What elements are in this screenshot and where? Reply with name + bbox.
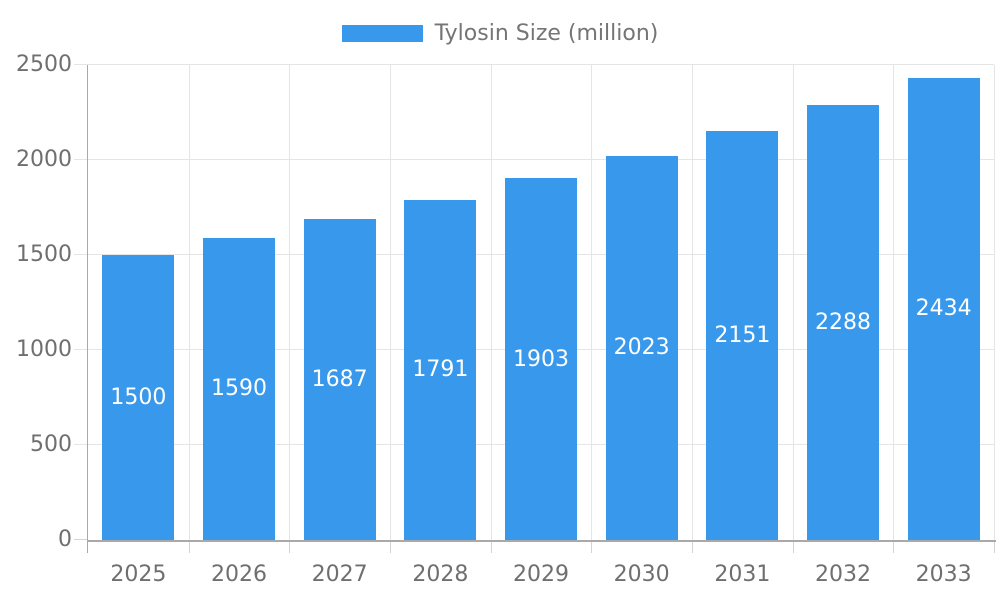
legend-label: Tylosin Size (million) <box>434 20 659 46</box>
x-axis-tick <box>390 540 391 553</box>
gridline-vertical <box>390 65 391 540</box>
y-axis-tick-label: 1500 <box>16 242 72 267</box>
x-axis-tick <box>692 540 693 553</box>
x-axis-tick-label: 2033 <box>915 562 972 587</box>
y-axis-tick-label: 2500 <box>16 52 72 77</box>
y-axis-tick-label: 2000 <box>16 147 72 172</box>
bar[interactable]: 2023 <box>605 155 678 540</box>
gridline-vertical <box>591 65 592 540</box>
bar[interactable]: 2434 <box>907 77 980 540</box>
bar[interactable]: 1903 <box>505 178 577 540</box>
x-axis-tick-label: 2028 <box>412 562 469 587</box>
bar-value-label: 2023 <box>613 335 670 361</box>
bar-value-label: 2151 <box>714 323 771 349</box>
x-axis-tick-label: 2031 <box>714 562 771 587</box>
x-axis-tick-label: 2032 <box>814 562 871 587</box>
gridline-vertical <box>189 65 190 540</box>
x-axis-tick <box>491 540 492 553</box>
gridline-vertical <box>692 65 693 540</box>
legend-item[interactable]: Tylosin Size (million) <box>341 20 659 46</box>
y-axis-tick-label: 0 <box>58 527 72 552</box>
x-axis-tick <box>793 540 794 553</box>
bar-value-label: 1500 <box>110 385 167 410</box>
legend-swatch-icon <box>341 24 423 42</box>
y-axis-tick-label: 1000 <box>16 337 72 362</box>
y-axis-line <box>87 65 88 553</box>
x-axis-tick-label: 2030 <box>613 562 670 587</box>
gridline-horizontal <box>74 64 994 65</box>
bar-value-label: 1903 <box>513 346 569 372</box>
x-axis-tick-label: 2029 <box>512 562 569 587</box>
legend: Tylosin Size (million) <box>0 17 1000 49</box>
bar-value-label: 2288 <box>815 310 871 336</box>
x-axis-tick-label: 2026 <box>210 562 267 587</box>
bar-value-label: 1590 <box>211 376 267 402</box>
x-axis-tick <box>591 540 592 553</box>
x-axis-tick <box>994 540 995 553</box>
x-axis-tick <box>289 540 290 553</box>
bar[interactable]: 1687 <box>303 219 376 540</box>
gridline-vertical <box>893 65 894 540</box>
bar[interactable]: 1500 <box>102 255 175 540</box>
bar[interactable]: 1791 <box>404 199 477 540</box>
gridline-vertical <box>289 65 290 540</box>
bar-value-label: 1791 <box>412 357 469 383</box>
gridline-vertical <box>793 65 794 540</box>
x-axis-line <box>87 540 996 542</box>
x-axis-tick-label: 2025 <box>110 562 167 587</box>
bar[interactable]: 2151 <box>706 131 779 540</box>
gridline-vertical <box>994 65 995 540</box>
bar[interactable]: 1590 <box>203 237 275 540</box>
gridline-vertical <box>491 65 492 540</box>
y-axis-tick <box>74 539 88 540</box>
bar-value-label: 1687 <box>311 367 368 393</box>
x-axis-tick-label: 2027 <box>311 562 368 587</box>
bar-value-label: 2434 <box>915 296 972 322</box>
y-axis-tick-label: 500 <box>30 432 72 457</box>
x-axis-tick <box>893 540 894 553</box>
gridline-horizontal <box>74 159 994 160</box>
x-axis-tick <box>189 540 190 553</box>
bar[interactable]: 2288 <box>807 105 879 540</box>
